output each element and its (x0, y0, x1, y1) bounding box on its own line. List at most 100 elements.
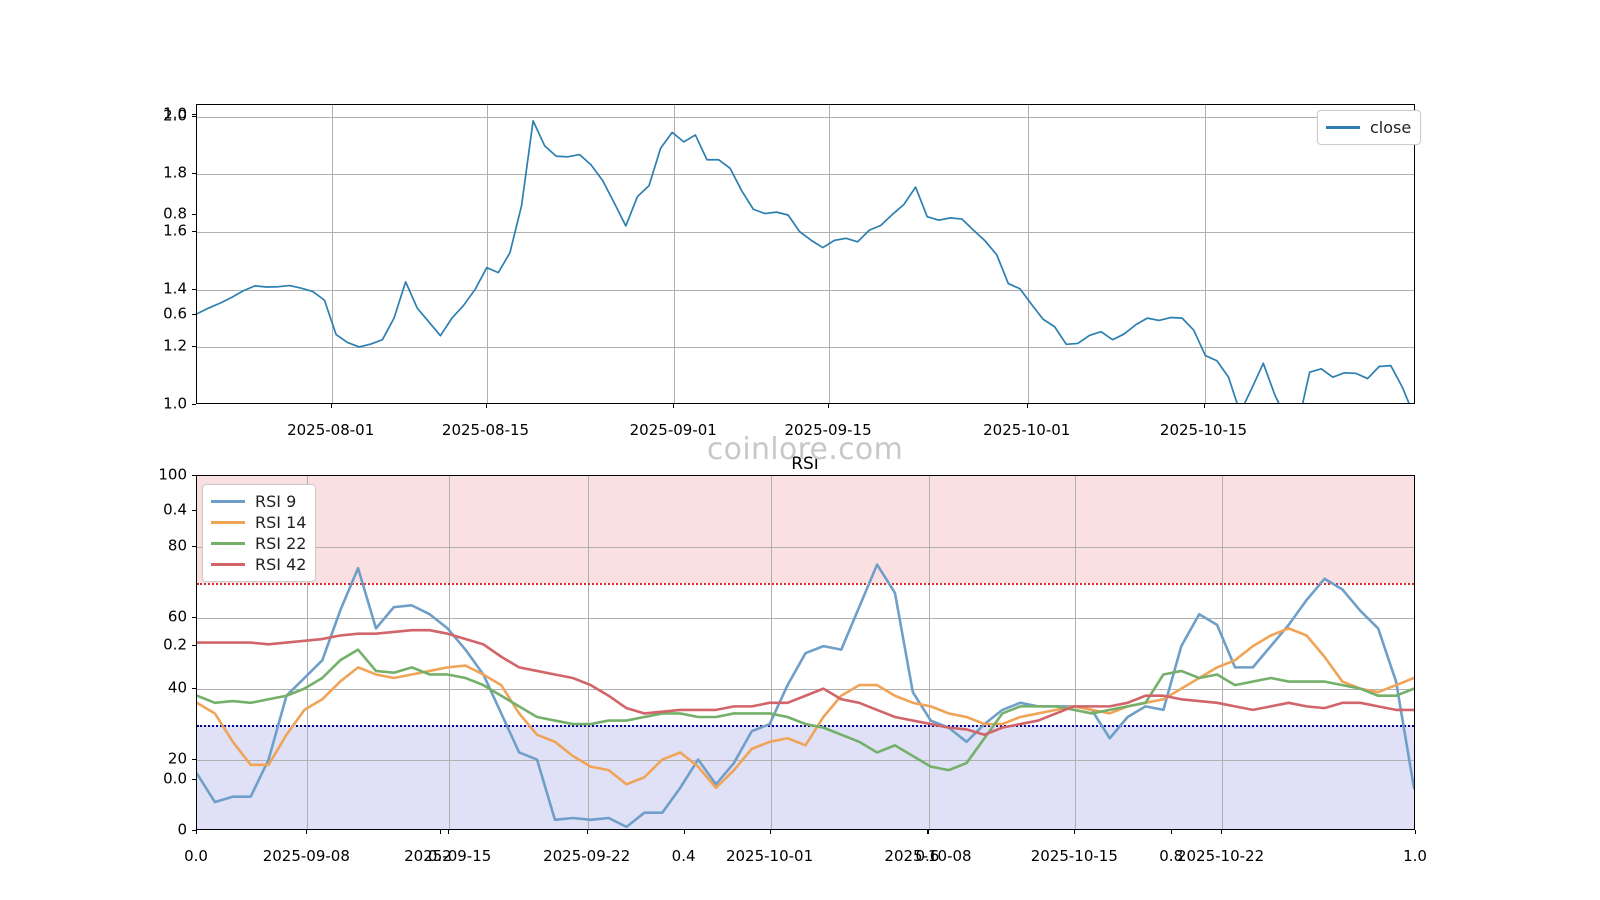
y-tick-mark (192, 830, 196, 831)
y-tick-mark (192, 230, 196, 232)
price-legend-label: close (1370, 118, 1412, 137)
price-y-tick-label: 1.0 (163, 394, 187, 413)
rsi-x-tick-label-numeric: 0.6 (915, 847, 940, 865)
x-tick-mark (439, 830, 441, 834)
rsi-y-tick-label: 40 (167, 678, 187, 697)
gridline-vertical (1204, 105, 1206, 403)
rsi-legend-label: RSI 9 (255, 492, 297, 511)
x-tick-mark (683, 830, 685, 834)
y-tick-mark (192, 114, 196, 115)
price-y-tick-label: 1.8 (163, 163, 187, 182)
x-tick-mark (330, 404, 332, 408)
price-y-tick-label: 1.4 (163, 279, 187, 298)
legend-swatch-icon (211, 521, 245, 524)
rsi-legend-label: RSI 42 (255, 555, 307, 574)
price-close-line (197, 105, 1414, 403)
gridline-horizontal (197, 289, 1414, 291)
gridline-vertical (929, 476, 930, 829)
rsi-legend-label: RSI 14 (255, 513, 307, 532)
rsi-panel: 100 80 60 40 20 0 0.4 0.2 0.0 2025-09-08 2025-09… (0, 440, 1600, 864)
x-tick-mark (1220, 830, 1222, 834)
price-x-tick-label: 2025-09-01 (629, 421, 717, 439)
price-x-tick-label: 2025-10-01 (983, 421, 1071, 439)
y-tick-mark (192, 546, 196, 547)
y-tick-mark (192, 404, 196, 405)
rsi-x-tick-label-numeric: 0.0 (184, 847, 208, 865)
gridline-vertical (1075, 476, 1077, 829)
x-tick-mark (196, 830, 197, 834)
gridline-vertical (829, 105, 831, 403)
y-tick-mark (192, 644, 196, 646)
gridline-horizontal (197, 618, 1414, 619)
y-tick-mark (192, 115, 196, 117)
y-tick-mark (192, 475, 196, 476)
rsi-legend-item-1[interactable]: RSI 14 (211, 512, 306, 533)
price-plot-area (196, 104, 1415, 404)
oversold-threshold-line (197, 724, 1414, 727)
price-legend-item-0[interactable]: close (1326, 117, 1411, 138)
rsi-legend[interactable]: RSI 9 RSI 14 RSI 22 RSI 42 (202, 484, 317, 582)
price-legend[interactable]: close (1317, 110, 1422, 145)
x-tick-mark (1171, 830, 1173, 834)
gridline-vertical (770, 476, 772, 829)
rsi-x-tick-label-date: 2025-10-01 (725, 847, 814, 865)
rsi-x-tick-label-date: 2025-09-08 (262, 847, 350, 865)
rsi-series-RSI-42 (197, 630, 1414, 735)
rsi-x-tick-label-numeric: 0.8 (1159, 847, 1184, 865)
gridline-horizontal (197, 547, 1414, 548)
rsi-y-tick-label: 100 (158, 465, 187, 484)
gridline-vertical (307, 476, 309, 829)
gridline-vertical (674, 105, 676, 403)
rsi-y-tick-label-secondary: 0.4 (163, 500, 187, 519)
y-tick-mark (192, 759, 196, 760)
price-series-close (197, 121, 1414, 403)
y-tick-mark (192, 688, 196, 689)
price-x-tick-label: 2025-08-01 (287, 421, 375, 439)
rsi-x-tick-label-numeric: 1.0 (1403, 847, 1427, 865)
rsi-legend-label: RSI 22 (255, 534, 307, 553)
x-tick-mark (1026, 404, 1028, 408)
x-tick-mark (928, 830, 929, 834)
rsi-y-tick-label: 80 (167, 536, 187, 555)
price-y-tick-label: 1.6 (163, 221, 187, 240)
gridline-horizontal (197, 174, 1414, 176)
rsi-panel-title: RSI (791, 454, 819, 474)
y-tick-mark (192, 617, 196, 618)
price-y-tick-label: 1.2 (163, 336, 187, 355)
gridline-horizontal (197, 689, 1414, 690)
gridline-horizontal (197, 231, 1414, 233)
price-x-tick-label: 2025-09-15 (784, 421, 872, 439)
price-y-tick-label: 2.0 (163, 106, 187, 125)
y-tick-mark (192, 510, 196, 512)
rsi-x-tick-label-date: 2025-10-22 (1176, 847, 1265, 865)
x-tick-mark (1415, 830, 1416, 834)
rsi-legend-item-2[interactable]: RSI 22 (211, 533, 306, 554)
rsi-y-tick-label-secondary: 0.2 (163, 635, 187, 654)
rsi-plot-area (196, 475, 1415, 830)
gridline-vertical (486, 105, 488, 403)
x-tick-mark (769, 830, 771, 834)
rsi-series-RSI-9 (197, 565, 1414, 827)
price-x-tick-label: 2025-08-15 (441, 421, 530, 439)
rsi-legend-item-3[interactable]: RSI 42 (211, 554, 306, 575)
x-tick-mark (1074, 830, 1076, 834)
price-y-tick-label-secondary: 1.0 (163, 104, 187, 123)
rsi-y-tick-label-secondary: 0.0 (163, 769, 187, 788)
overbought-band (197, 476, 1414, 583)
rsi-y-tick-label: 60 (167, 607, 187, 626)
y-tick-mark (192, 779, 196, 781)
y-tick-mark (192, 288, 196, 290)
gridline-horizontal (197, 116, 1414, 118)
legend-swatch-icon (211, 500, 245, 503)
rsi-x-tick-label-date: 2025-10-08 (884, 847, 972, 865)
gridline-vertical (587, 476, 589, 829)
rsi-legend-item-0[interactable]: RSI 9 (211, 491, 306, 512)
rsi-x-tick-label-date: 2025-10-15 (1030, 847, 1118, 865)
gridline-vertical (448, 476, 450, 829)
legend-swatch-icon (1326, 126, 1360, 129)
x-tick-mark (586, 830, 588, 834)
rsi-series-RSI-22 (197, 650, 1414, 770)
x-tick-mark (485, 404, 487, 408)
gridline-vertical (1221, 476, 1223, 829)
oversold-band (197, 724, 1414, 829)
